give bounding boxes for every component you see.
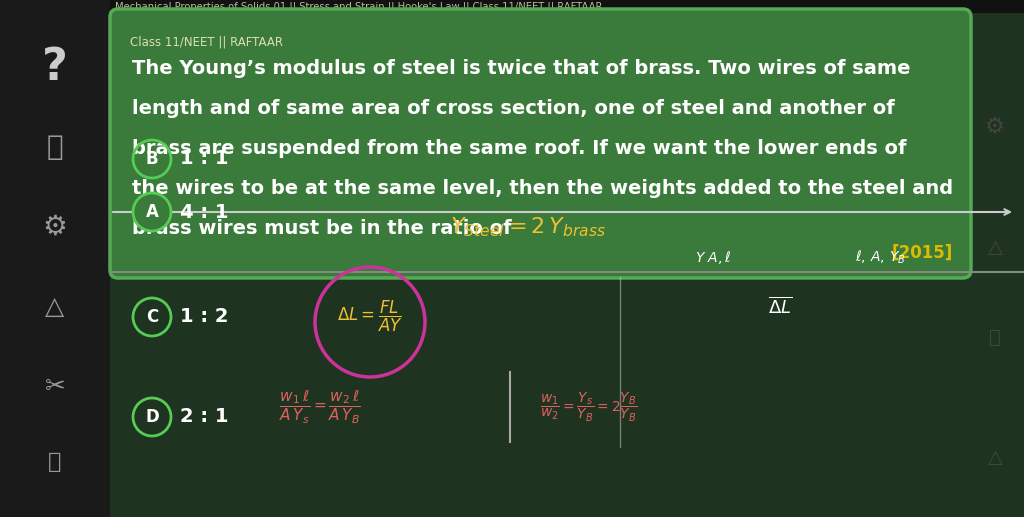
Text: ⚙: ⚙ bbox=[43, 213, 68, 241]
Text: $Y_{Steel} = 2\,Y_{brass}$: $Y_{Steel} = 2\,Y_{brass}$ bbox=[450, 215, 606, 239]
Text: B: B bbox=[145, 150, 159, 168]
Text: length and of same area of cross section, one of steel and another of: length and of same area of cross section… bbox=[132, 99, 895, 118]
Text: △: △ bbox=[987, 237, 1002, 256]
Text: $\dfrac{w_1\,\ell}{A\,Y_s} = \dfrac{w_2\,\ell}{A\,Y_B}$: $\dfrac{w_1\,\ell}{A\,Y_s} = \dfrac{w_2\… bbox=[279, 388, 361, 425]
Text: $\overline{\Delta L}$: $\overline{\Delta L}$ bbox=[768, 297, 793, 317]
FancyBboxPatch shape bbox=[0, 0, 110, 517]
Text: ⚙: ⚙ bbox=[985, 117, 1005, 137]
Text: 🔍: 🔍 bbox=[989, 327, 1000, 346]
Text: D: D bbox=[145, 408, 159, 426]
Text: [2015]: [2015] bbox=[892, 244, 953, 262]
Text: $\dfrac{w_1}{w_2} = \dfrac{Y_s}{Y_B} = 2\dfrac{Y_B}{Y_B}$: $\dfrac{w_1}{w_2} = \dfrac{Y_s}{Y_B} = 2… bbox=[540, 390, 637, 423]
Text: ?: ? bbox=[42, 45, 68, 88]
Text: 1 : 2: 1 : 2 bbox=[180, 308, 228, 327]
Text: Mechanical Properties of Solids 01 || Stress and Strain || Hooke's Law || Class : Mechanical Properties of Solids 01 || St… bbox=[115, 2, 602, 12]
Text: 🔮: 🔮 bbox=[48, 452, 61, 472]
Text: C: C bbox=[145, 308, 158, 326]
Text: $\Delta L = \dfrac{FL}{AY}$: $\Delta L = \dfrac{FL}{AY}$ bbox=[337, 298, 402, 333]
Text: $\ell,\,A,\,Y_B$: $\ell,\,A,\,Y_B$ bbox=[855, 248, 906, 266]
Text: ✂: ✂ bbox=[44, 375, 66, 399]
Text: Class 11/NEET || RAFTAAR: Class 11/NEET || RAFTAAR bbox=[130, 35, 283, 48]
FancyBboxPatch shape bbox=[110, 9, 971, 278]
Text: A: A bbox=[145, 203, 159, 221]
Text: 2 : 1: 2 : 1 bbox=[180, 407, 228, 427]
Text: △: △ bbox=[45, 295, 65, 319]
Text: 📖: 📖 bbox=[47, 133, 63, 161]
Text: The Young’s modulus of steel is twice that of brass. Two wires of same: The Young’s modulus of steel is twice th… bbox=[132, 59, 910, 78]
Text: 4 : 1: 4 : 1 bbox=[180, 203, 228, 221]
Text: the wires to be at the same level, then the weights added to the steel and: the wires to be at the same level, then … bbox=[132, 179, 953, 198]
Text: brass are suspended from the same roof. If we want the lower ends of: brass are suspended from the same roof. … bbox=[132, 139, 906, 158]
Text: brass wires must be in the ratio of: brass wires must be in the ratio of bbox=[132, 219, 512, 238]
Text: $Y\ A,\ell$: $Y\ A,\ell$ bbox=[695, 249, 731, 266]
Circle shape bbox=[133, 193, 171, 231]
FancyBboxPatch shape bbox=[110, 0, 1024, 13]
Text: 1 : 1: 1 : 1 bbox=[180, 149, 228, 169]
Text: △: △ bbox=[987, 448, 1002, 466]
